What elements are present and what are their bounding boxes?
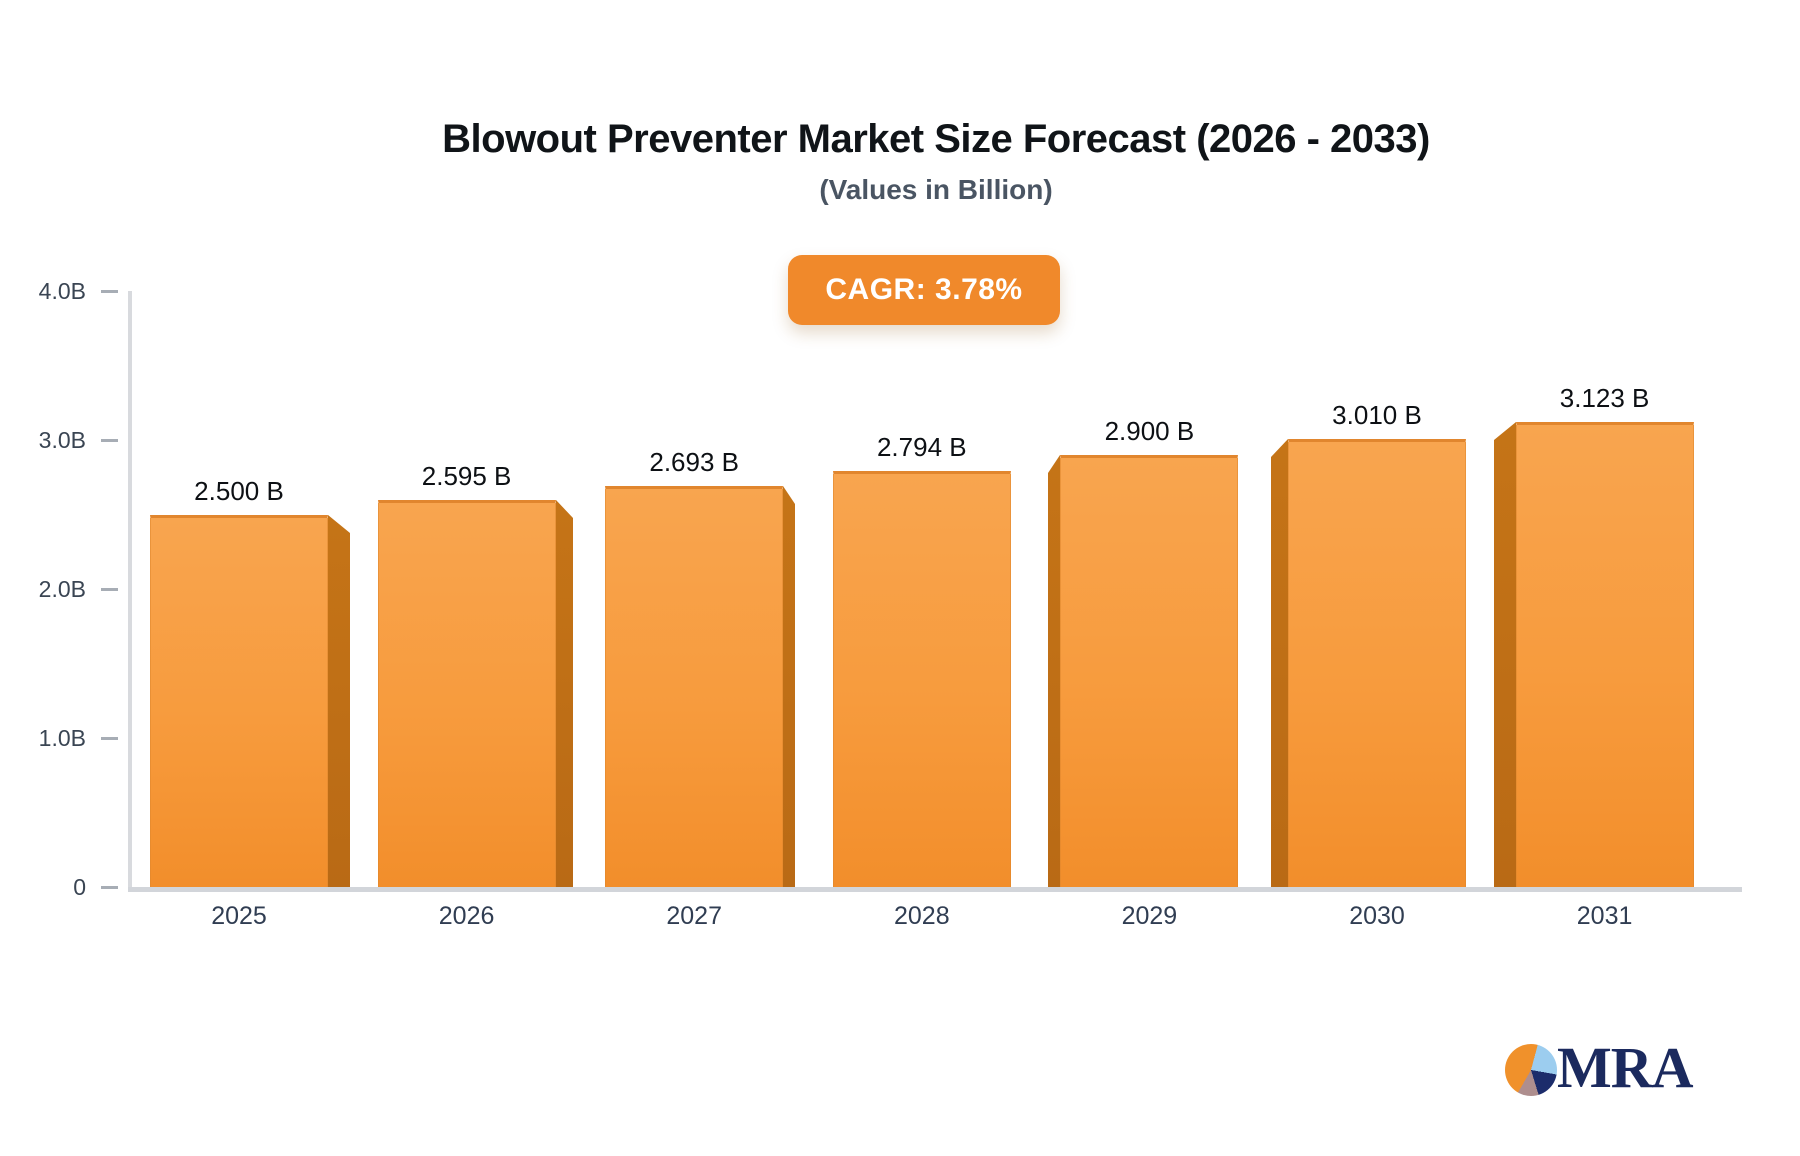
bar-value-label: 2.500 B — [194, 476, 284, 506]
y-axis-label: 0 — [73, 874, 86, 900]
y-axis-label: 1.0B — [38, 725, 86, 751]
bar-value-label: 3.123 B — [1559, 383, 1650, 413]
bar-2030-side — [1271, 439, 1288, 887]
y-axis-tick — [101, 439, 118, 442]
bar-value-label: 2.900 B — [1104, 416, 1195, 446]
pie-chart-logo-icon — [1505, 1044, 1557, 1096]
chart-subtitle: (Values in Billion) — [819, 174, 1053, 205]
bar-2026-side — [556, 500, 573, 887]
x-axis-label: 2028 — [893, 902, 950, 930]
logo-text: MRA — [1557, 1035, 1694, 1100]
y-axis-tick — [101, 290, 118, 293]
x-axis-label: 2031 — [1576, 902, 1633, 930]
y-axis-tick — [101, 737, 118, 740]
x-axis-label: 2025 — [211, 902, 267, 930]
bar-2026 — [378, 500, 556, 887]
bar-value-label: 2.693 B — [649, 447, 739, 477]
y-axis-label: 3.0B — [38, 427, 86, 453]
y-axis-line — [128, 291, 132, 892]
x-axis-label: 2026 — [438, 902, 495, 930]
bar-2030 — [1288, 439, 1466, 887]
y-axis-label: 4.0B — [38, 278, 86, 304]
cagr-badge-label: CAGR: 3.78% — [825, 273, 1023, 306]
cagr-badge: CAGR: 3.78% — [788, 255, 1060, 325]
bar-2025 — [150, 515, 328, 887]
bar-2031-side — [1494, 422, 1516, 887]
bar-2028 — [833, 471, 1011, 887]
bar-2029-side — [1048, 455, 1060, 887]
bar-value-label: 2.794 B — [876, 432, 967, 462]
y-axis-tick — [101, 886, 118, 889]
bar-2029 — [1060, 455, 1238, 887]
bar-2027-side — [783, 486, 795, 887]
x-axis-label: 2030 — [1349, 902, 1405, 930]
x-axis-baseline — [128, 887, 1742, 892]
brand-logo: MRA — [1505, 1036, 1755, 1112]
chart-title: Blowout Preventer Market Size Forecast (… — [442, 117, 1430, 161]
bar-2031 — [1516, 422, 1694, 887]
x-axis-label: 2029 — [1121, 902, 1178, 930]
bar-2025-side — [328, 515, 350, 887]
bar-value-label: 2.595 B — [421, 461, 512, 491]
x-axis-label: 2027 — [666, 902, 722, 930]
y-axis-tick — [101, 588, 118, 591]
bar-value-label: 3.010 B — [1332, 400, 1422, 430]
bar-2027 — [605, 486, 783, 887]
y-axis-label: 2.0B — [38, 576, 86, 602]
